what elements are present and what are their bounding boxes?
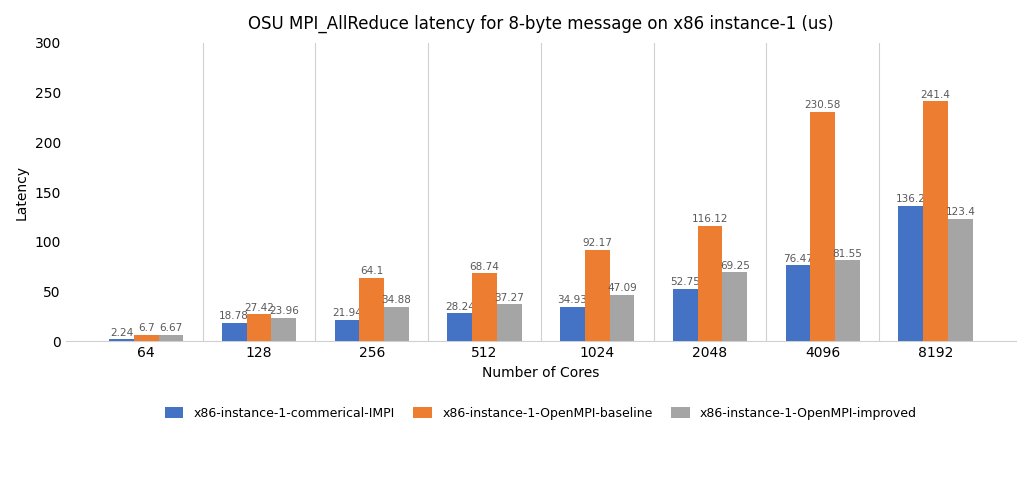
Text: 230.58: 230.58 [804,100,841,111]
Text: 68.74: 68.74 [469,262,499,272]
Bar [159,335,184,341]
Bar [898,206,923,341]
Bar [723,273,747,341]
Text: 2.24: 2.24 [109,328,133,337]
Legend: x86-instance-1-commerical-IMPI, x86-instance-1-OpenMPI-baseline, x86-instance-1-: x86-instance-1-commerical-IMPI, x86-inst… [160,402,922,425]
Text: 37.27: 37.27 [495,293,524,303]
Bar [585,250,609,341]
Bar [947,219,973,341]
Text: 64.1: 64.1 [360,266,384,276]
Text: 47.09: 47.09 [607,283,637,293]
Bar [447,313,472,341]
Text: 52.75: 52.75 [670,278,700,287]
Text: 92.17: 92.17 [583,238,612,248]
Text: 27.42: 27.42 [244,302,274,313]
Y-axis label: Latency: Latency [15,165,29,220]
Text: 76.47: 76.47 [784,254,813,264]
Text: 6.7: 6.7 [138,323,155,333]
Text: 116.12: 116.12 [692,214,728,225]
Bar [835,260,860,341]
Bar [385,307,409,341]
Bar [360,278,385,341]
Text: 21.94: 21.94 [332,308,362,318]
Text: 241.4: 241.4 [921,90,951,100]
Bar [271,318,296,341]
Bar [472,273,497,341]
Text: 136.2: 136.2 [896,194,926,205]
Text: 18.78: 18.78 [220,311,250,321]
Bar [609,295,634,341]
Bar [246,314,271,341]
X-axis label: Number of Cores: Number of Cores [483,366,600,380]
Text: 81.55: 81.55 [833,249,863,259]
Bar [786,265,810,341]
Title: OSU MPI_AllReduce latency for 8-byte message on x86 instance-1 (us): OSU MPI_AllReduce latency for 8-byte mes… [248,15,834,33]
Text: 34.88: 34.88 [381,295,411,305]
Bar [560,307,585,341]
Bar [698,226,723,341]
Bar [673,289,698,341]
Bar [923,101,947,341]
Text: 123.4: 123.4 [945,207,975,217]
Text: 69.25: 69.25 [720,261,750,271]
Bar [134,335,159,341]
Bar [334,319,360,341]
Text: 23.96: 23.96 [269,306,299,316]
Bar [222,323,246,341]
Text: 6.67: 6.67 [160,323,182,333]
Bar [109,339,134,341]
Text: 28.24: 28.24 [444,302,474,312]
Text: 34.93: 34.93 [558,295,588,305]
Bar [810,112,835,341]
Bar [497,304,522,341]
